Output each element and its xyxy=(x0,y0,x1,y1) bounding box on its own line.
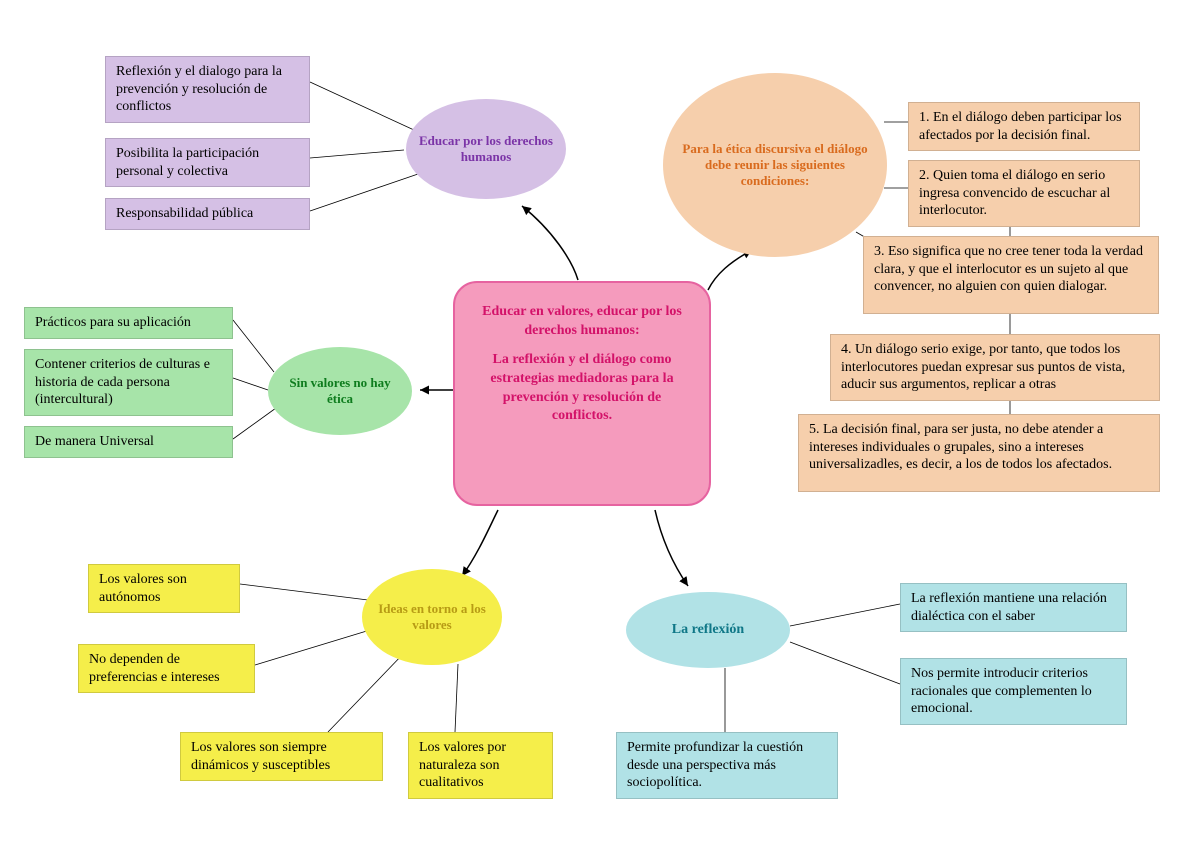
reflexion-box: Nos permite introducir criterios raciona… xyxy=(900,658,1127,725)
ellipse-label: Educar por los derechos humanos xyxy=(416,133,556,166)
ellipse-label: Ideas en torno a los valores xyxy=(372,601,492,634)
ideas-box: Los valores por naturaleza son cualitati… xyxy=(408,732,553,799)
etica-box: 3. Eso significa que no cree tener toda … xyxy=(863,236,1159,314)
reflexion-box: Permite profundizar la cuestión desde un… xyxy=(616,732,838,799)
etica-box: 1. En el diálogo deben participar los af… xyxy=(908,102,1140,151)
ideas-box: No dependen de preferencias e intereses xyxy=(78,644,255,693)
sin-valores-box: Contener criterios de culturas e histori… xyxy=(24,349,233,416)
center-title: Educar en valores, educar por los derech… xyxy=(473,303,691,341)
center-subtitle: La reflexión y el diálogo como estrategi… xyxy=(473,351,691,427)
sin-valores-box: De manera Universal xyxy=(24,426,233,458)
ellipse-sin-valores: Sin valores no hay ética xyxy=(268,347,412,435)
center-node: Educar en valores, educar por los derech… xyxy=(453,281,711,506)
reflexion-box: La reflexión mantiene una relación dialé… xyxy=(900,583,1127,632)
ellipse-etica-discursiva: Para la ética discursiva el diálogo debe… xyxy=(663,73,887,257)
ellipse-label: La reflexión xyxy=(672,621,744,639)
ellipse-ideas-valores: Ideas en torno a los valores xyxy=(362,569,502,665)
ideas-box: Los valores son autónomos xyxy=(88,564,240,613)
sin-valores-box: Prácticos para su aplicación xyxy=(24,307,233,339)
etica-box: 4. Un diálogo serio exige, por tanto, qu… xyxy=(830,334,1160,401)
ellipse-label: Sin valores no hay ética xyxy=(278,375,402,408)
ellipse-la-reflexion: La reflexión xyxy=(626,592,790,668)
educar-box: Reflexión y el dialogo para la prevenció… xyxy=(105,56,310,123)
ideas-box: Los valores son siempre dinámicos y susc… xyxy=(180,732,383,781)
etica-box: 2. Quien toma el diálogo en serio ingres… xyxy=(908,160,1140,227)
educar-box: Responsabilidad pública xyxy=(105,198,310,230)
educar-box: Posibilita la participación personal y c… xyxy=(105,138,310,187)
ellipse-educar-derechos: Educar por los derechos humanos xyxy=(406,99,566,199)
etica-box: 5. La decisión final, para ser justa, no… xyxy=(798,414,1160,492)
diagram-canvas: Educar en valores, educar por los derech… xyxy=(0,0,1200,849)
ellipse-label: Para la ética discursiva el diálogo debe… xyxy=(673,141,877,190)
